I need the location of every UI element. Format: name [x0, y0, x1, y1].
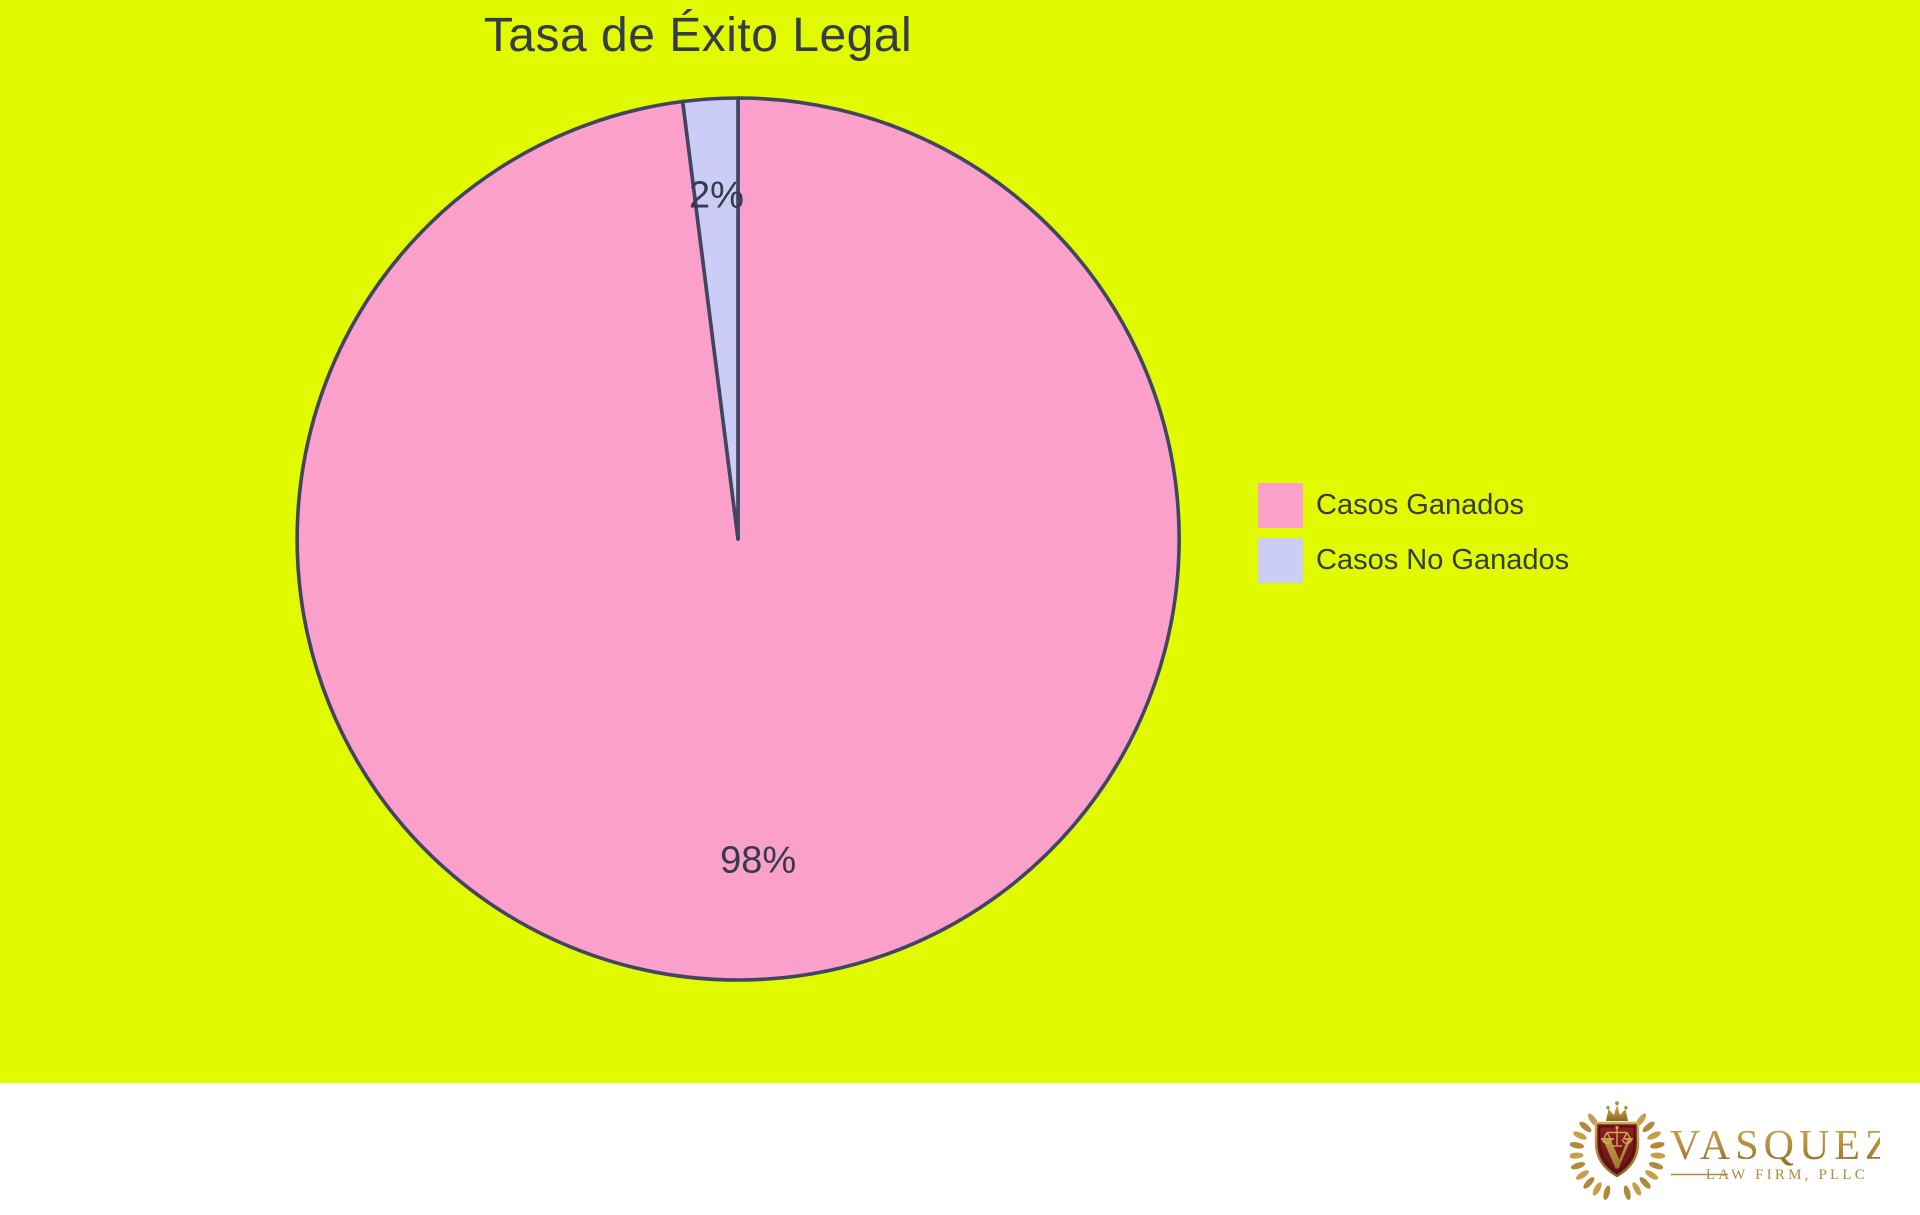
logo-brand-text: VASQUEZ: [1670, 1123, 1880, 1169]
pie-chart-region: Tasa de Éxito Legal 98% 2% Casos Ganados …: [0, 0, 1920, 1083]
pie-data-label: 98%: [720, 839, 796, 881]
pie-data-label: 2%: [689, 175, 744, 217]
pie-slice-casos-no-ganados: [680, 96, 740, 541]
scales-of-justice-icon: [1601, 1125, 1632, 1147]
logo-subtitle-text: LAW FIRM, PLLC: [1706, 1167, 1868, 1183]
legend-swatch-casos-ganados: [1258, 483, 1303, 528]
legend-item-casos-ganados: Casos Ganados: [1258, 483, 1569, 528]
legend-swatch-casos-no-ganados: [1258, 538, 1303, 583]
crown-icon: [1606, 1101, 1628, 1121]
vasquez-law-firm-logo: V VASQUEZ LAW FIRM, PLLC: [1570, 1101, 1880, 1200]
laurel-wreath-icon: [1570, 1113, 1666, 1200]
shield-icon: V: [1594, 1121, 1640, 1178]
legend-label: Casos Ganados: [1316, 489, 1524, 521]
legend-item-casos-no-ganados: Casos No Ganados: [1258, 538, 1569, 583]
footer-bar: V VASQUEZ LAW FIRM, PLLC: [0, 1083, 1920, 1215]
chart-legend: Casos Ganados Casos No Ganados: [1258, 483, 1569, 583]
pie-chart: 98% 2%: [295, 96, 1181, 982]
legend-label: Casos No Ganados: [1316, 544, 1570, 576]
logo-crest: V: [1570, 1101, 1666, 1200]
chart-title: Tasa de Éxito Legal: [483, 9, 913, 62]
